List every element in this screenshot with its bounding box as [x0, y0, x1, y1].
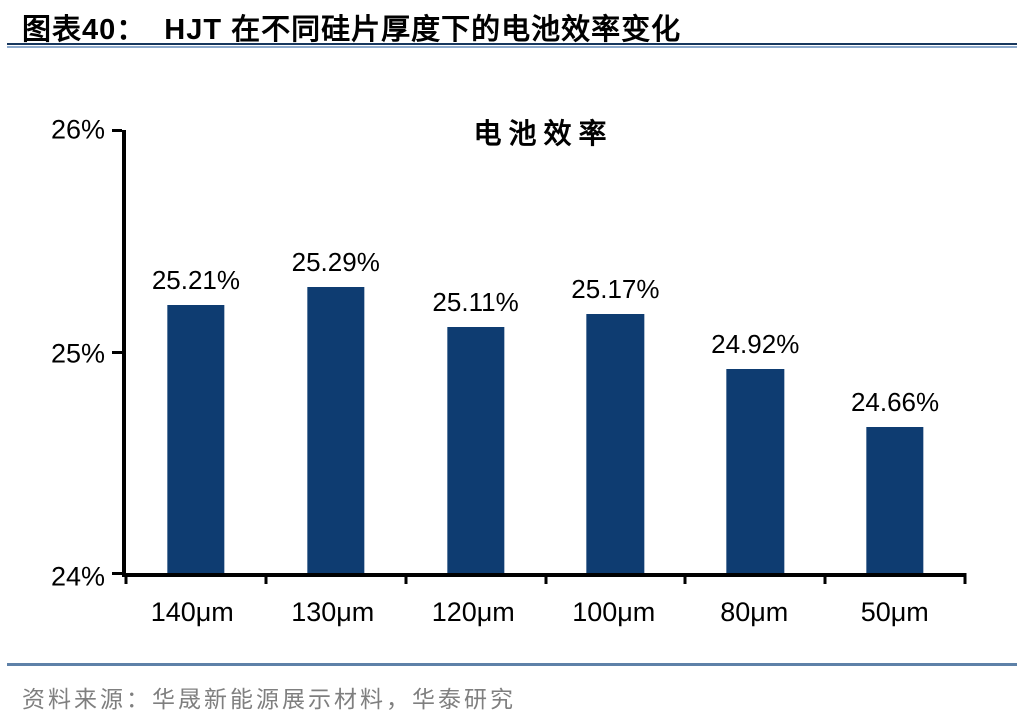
- plot-area: 25.21% 25.29% 25.11% 25.17% 24.92% 24.66%: [112, 129, 967, 584]
- bar-value-label: 25.21%: [151, 265, 240, 295]
- x-tick-label: 140μm: [150, 597, 234, 627]
- bar-slot: 25.11%: [406, 130, 546, 573]
- x-tick-label: 80μm: [720, 597, 789, 627]
- bar: [586, 313, 645, 573]
- bar-slot: 24.66%: [825, 130, 965, 573]
- bar-value-label: 25.29%: [291, 247, 380, 278]
- footer-divider: [7, 663, 1017, 666]
- x-tick-mark: [404, 573, 408, 584]
- x-tick-label: 50μm: [860, 597, 929, 627]
- figure-header: 图表40： HJT 在不同硅片厚度下的电池效率变化: [22, 6, 681, 48]
- figure-title: HJT 在不同硅片厚度下的电池效率变化: [164, 14, 682, 46]
- y-axis-labels: 26% 25% 24%: [0, 115, 105, 592]
- y-tick-label: 26%: [50, 114, 105, 145]
- figure-number-label: 图表40：: [22, 14, 147, 46]
- bar-value-label: 24.92%: [711, 329, 800, 360]
- x-tick-mark: [544, 573, 547, 584]
- bar-value-label: 25.17%: [571, 273, 660, 304]
- bar-slot: 24.92%: [685, 130, 825, 573]
- bar-slot: 25.21%: [126, 130, 266, 573]
- y-tick-mark: [112, 572, 122, 575]
- bar-value-label: 25.11%: [432, 287, 519, 318]
- y-tick-label: 25%: [50, 338, 105, 368]
- x-tick-label: 130μm: [291, 597, 375, 627]
- bar-value-label: 24.66%: [850, 386, 940, 417]
- x-tick-mark: [963, 573, 967, 584]
- source-note: 资料来源：华晟新能源展示材料，华泰研究: [22, 686, 516, 712]
- y-tick-mark: [112, 129, 122, 132]
- bar-slot: 25.29%: [266, 130, 406, 573]
- x-tick-mark: [683, 573, 687, 584]
- bar: [446, 327, 505, 573]
- x-tick-label: 120μm: [431, 597, 515, 627]
- x-axis-labels: 140μm 130μm 120μm 100μm 80μm 50μm: [122, 597, 965, 628]
- y-tick-mark: [112, 350, 122, 354]
- bar: [307, 287, 365, 573]
- bar: [866, 426, 924, 573]
- chart-title: 电池效率: [473, 118, 614, 149]
- x-tick-mark: [823, 573, 827, 584]
- bar-series: 25.21% 25.29% 25.11% 25.17% 24.92% 24.66%: [126, 130, 965, 573]
- bar: [726, 369, 784, 573]
- x-tick-mark: [124, 573, 128, 584]
- bar-slot: 25.17%: [545, 130, 685, 573]
- x-tick-label: 100μm: [572, 597, 656, 627]
- header-divider-dark-line: [7, 43, 1017, 45]
- bar: [167, 305, 225, 573]
- header-divider: [7, 43, 1017, 48]
- x-tick-mark: [264, 573, 268, 584]
- header-divider-light-line: [7, 46, 1017, 48]
- y-tick-label: 24%: [50, 561, 105, 592]
